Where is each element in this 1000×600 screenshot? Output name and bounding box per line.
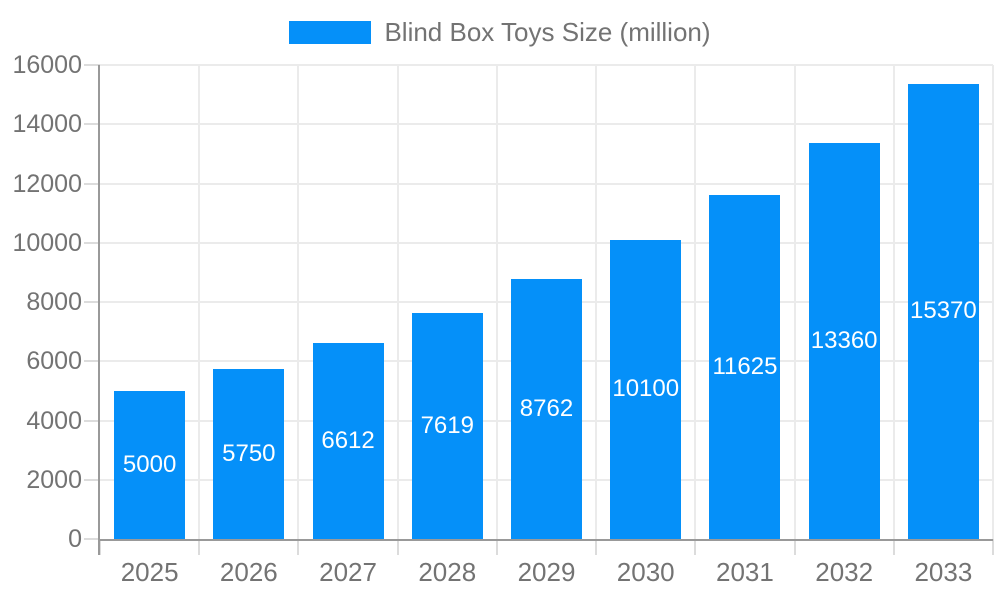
y-axis-label: 0	[68, 525, 82, 553]
bar[interactable]: 11625	[709, 194, 781, 539]
chart-legend[interactable]: Blind Box Toys Size (million)	[0, 14, 1000, 50]
y-axis-tick	[84, 64, 100, 66]
y-axis-label: 16000	[12, 51, 82, 79]
legend-swatch	[289, 20, 372, 44]
x-axis-label: 2033	[914, 557, 973, 587]
x-axis-label: 2027	[319, 557, 377, 587]
gridline-vertical	[198, 65, 201, 539]
x-axis-tick	[892, 539, 895, 555]
bar[interactable]: 8762	[511, 279, 582, 539]
y-axis-tick	[84, 301, 100, 303]
gridline-vertical	[297, 65, 300, 539]
gridline-vertical	[892, 65, 895, 539]
gridline-vertical	[595, 65, 598, 539]
bar-value-label: 11625	[712, 352, 778, 380]
bar-value-label: 5750	[222, 439, 276, 467]
y-axis-tick	[84, 419, 100, 422]
gridline-horizontal	[100, 241, 993, 244]
gridline-horizontal	[100, 182, 993, 185]
x-axis-label: 2031	[716, 557, 774, 587]
y-axis-line	[98, 65, 100, 555]
x-axis-label: 2028	[418, 557, 477, 587]
y-axis-label: 6000	[26, 347, 82, 376]
x-axis-label: 2025	[120, 557, 179, 587]
y-axis-tick	[84, 538, 100, 540]
x-axis-tick	[793, 539, 796, 555]
bar-value-label: 8762	[519, 395, 574, 423]
x-axis-tick	[198, 539, 201, 555]
bar-value-label: 7619	[420, 412, 474, 440]
x-axis-tick	[495, 539, 498, 555]
bar-value-label: 10100	[612, 375, 680, 403]
y-axis-label: 14000	[12, 110, 82, 139]
bar-value-label: 13360	[810, 327, 878, 355]
bar[interactable]: 5750	[213, 368, 285, 539]
y-axis-tick	[84, 182, 100, 185]
bar-value-label: 15370	[910, 297, 977, 325]
bar[interactable]: 7619	[411, 313, 483, 539]
gridline-vertical	[992, 65, 994, 539]
bar[interactable]: 6612	[312, 343, 384, 539]
x-axis-tick	[297, 539, 300, 555]
bar[interactable]: 5000	[114, 390, 186, 539]
gridline-vertical	[495, 65, 498, 539]
x-axis-tick	[396, 539, 399, 555]
bar[interactable]: 15370	[907, 83, 979, 539]
y-axis-label: 10000	[12, 228, 82, 257]
legend-label: Blind Box Toys Size (million)	[384, 16, 711, 47]
y-axis-label: 2000	[26, 465, 82, 494]
bar[interactable]: 10100	[610, 239, 682, 539]
gridline-vertical	[694, 65, 697, 539]
y-axis-tick	[84, 123, 100, 126]
bar-value-label: 6612	[321, 427, 375, 455]
x-axis-tick	[694, 539, 697, 555]
gridline-horizontal	[100, 64, 993, 66]
gridline-horizontal	[100, 123, 993, 126]
x-axis-label: 2030	[616, 557, 675, 587]
x-axis-tick	[595, 539, 598, 555]
x-axis-line	[100, 539, 993, 541]
y-axis-label: 4000	[26, 406, 82, 435]
y-axis-tick	[84, 478, 100, 481]
bar[interactable]: 13360	[808, 143, 880, 539]
x-axis-label: 2026	[219, 557, 278, 587]
y-axis-label: 12000	[12, 169, 82, 198]
x-axis-label: 2029	[517, 557, 576, 587]
y-axis-tick	[84, 241, 100, 244]
x-axis-tick	[992, 539, 994, 555]
y-axis-tick	[84, 360, 100, 363]
y-axis-label: 8000	[26, 288, 82, 316]
x-axis-tick	[99, 539, 101, 555]
gridline-vertical	[396, 65, 399, 539]
x-axis-label: 2032	[815, 557, 874, 587]
gridline-vertical	[793, 65, 796, 539]
bar-value-label: 5000	[122, 450, 177, 478]
